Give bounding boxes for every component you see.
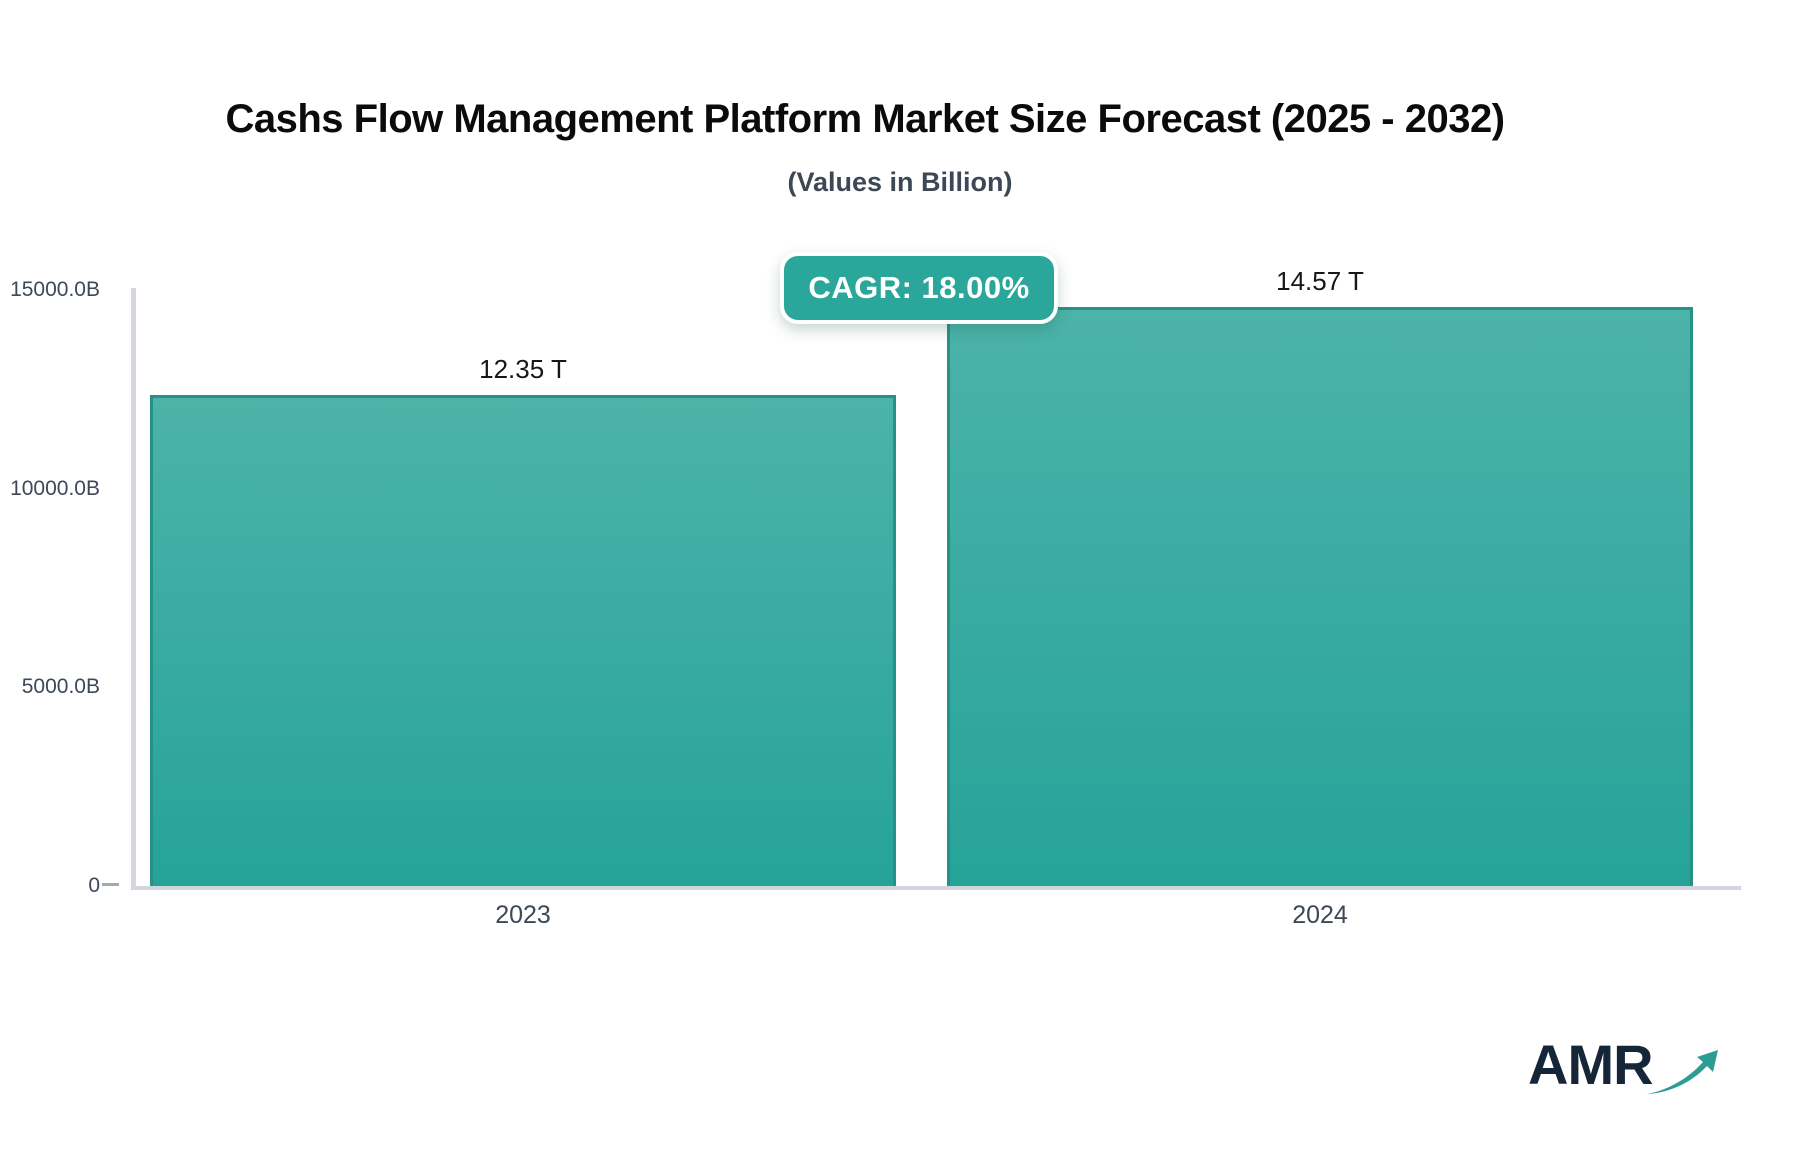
chart-subtitle: (Values in Billion) [787, 167, 1013, 197]
bar-2024[interactable] [947, 307, 1693, 886]
bar-value-label-2023: 12.35 T [479, 354, 567, 385]
y-tick-label: 10000.0B [10, 476, 100, 500]
bar-value-label-2024: 14.57 T [1276, 266, 1364, 297]
y-axis-line [131, 288, 136, 890]
x-axis-line [131, 886, 1741, 890]
zero-tick-mark [102, 883, 119, 886]
bar-2023[interactable] [150, 395, 896, 886]
chart-title: Cashs Flow Management Platform Market Si… [225, 97, 1505, 141]
amr-logo: AMR [1528, 1032, 1719, 1102]
amr-logo-text: AMR [1528, 1033, 1654, 1096]
cagr-label: CAGR: 18.00% [808, 270, 1030, 305]
y-tick-label: 5000.0B [21, 675, 100, 699]
x-axis-label-2024: 2024 [1292, 901, 1348, 929]
x-axis-label-2023: 2023 [495, 901, 551, 929]
growth-arrow-icon [1646, 1050, 1718, 1094]
y-tick-label: 0 [88, 874, 100, 897]
cagr-badge: CAGR: 18.00% [780, 252, 1058, 324]
y-tick-label: 15000.0B [10, 278, 100, 301]
